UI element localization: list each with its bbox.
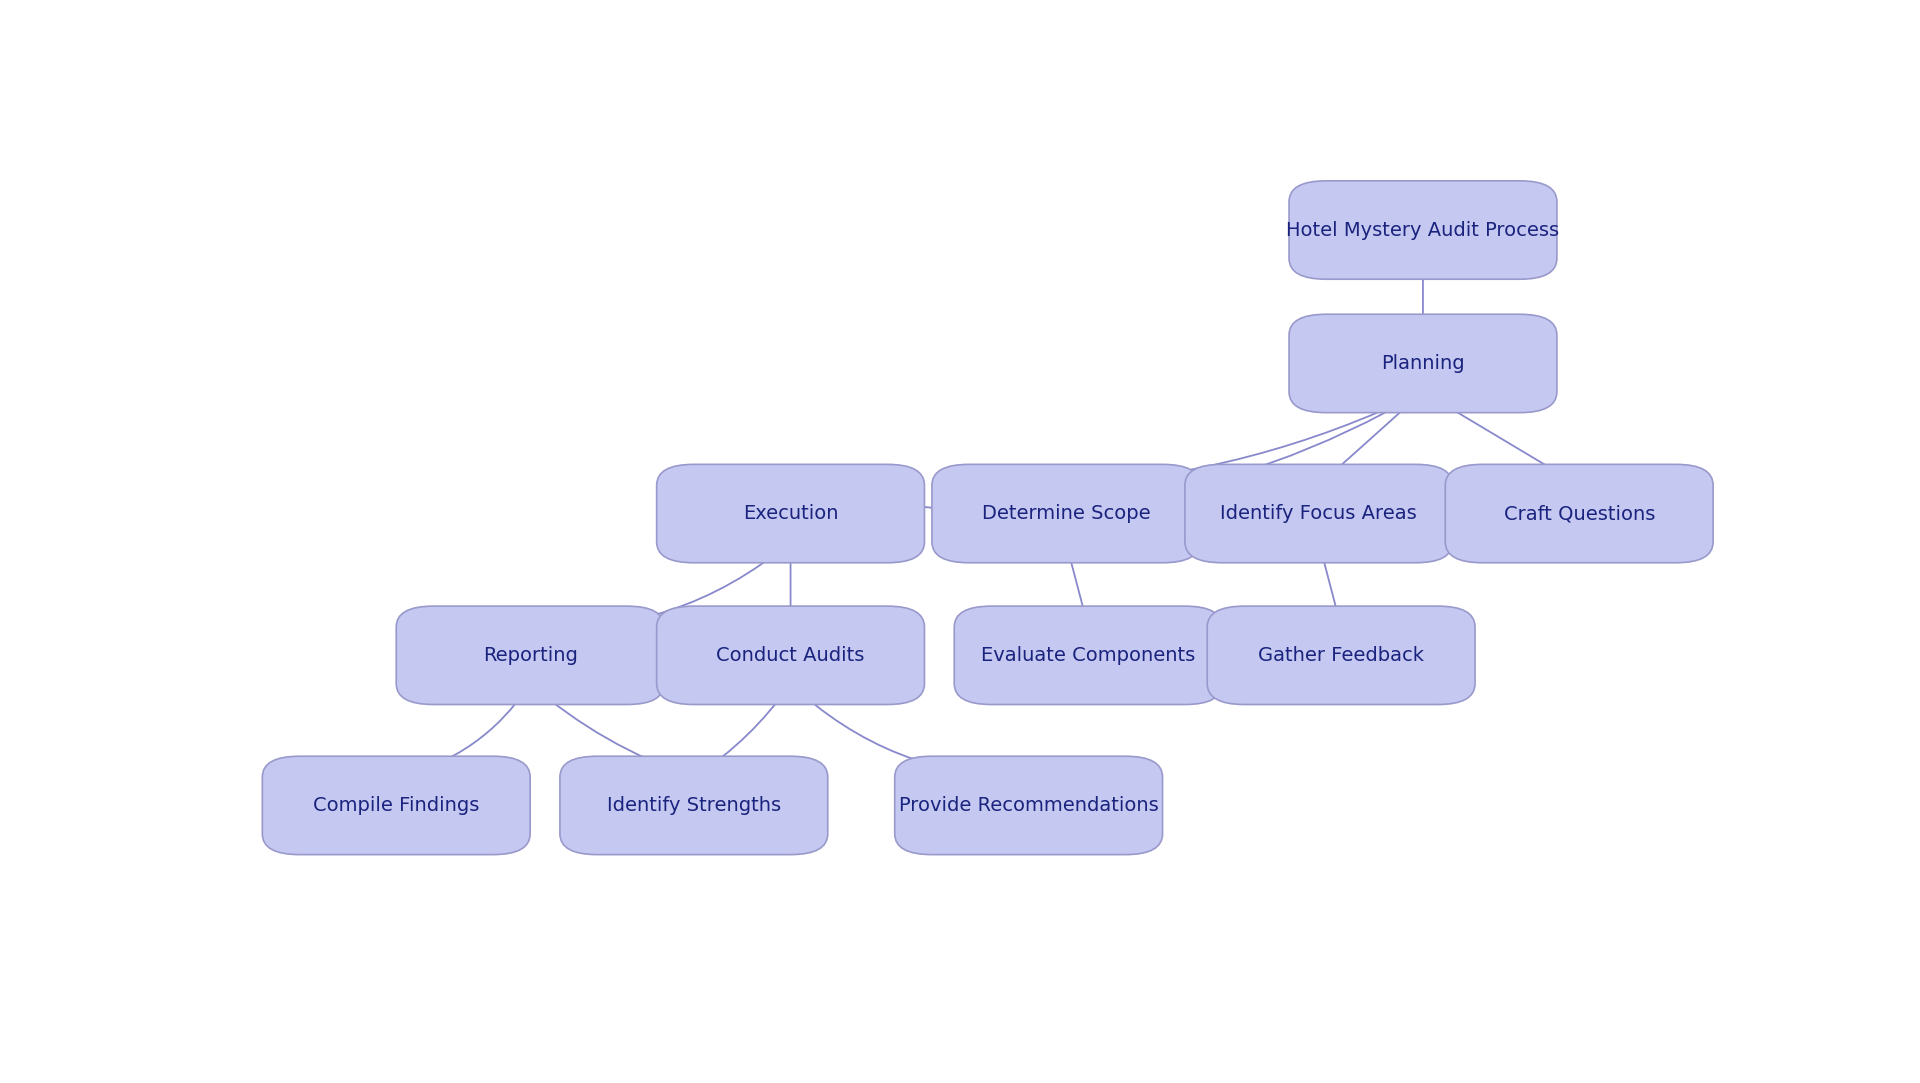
FancyBboxPatch shape <box>561 756 828 854</box>
FancyBboxPatch shape <box>1208 606 1475 705</box>
Text: Identify Strengths: Identify Strengths <box>607 796 781 814</box>
Text: Reporting: Reporting <box>482 645 578 665</box>
FancyBboxPatch shape <box>1288 181 1557 279</box>
FancyBboxPatch shape <box>657 606 924 705</box>
FancyBboxPatch shape <box>931 465 1200 563</box>
Text: Planning: Planning <box>1380 354 1465 373</box>
FancyBboxPatch shape <box>1185 465 1453 563</box>
Text: Provide Recommendations: Provide Recommendations <box>899 796 1158 814</box>
FancyBboxPatch shape <box>263 756 530 854</box>
FancyBboxPatch shape <box>1446 465 1713 563</box>
Text: Evaluate Components: Evaluate Components <box>981 645 1196 665</box>
Text: Gather Feedback: Gather Feedback <box>1258 645 1425 665</box>
Text: Craft Questions: Craft Questions <box>1503 504 1655 523</box>
FancyBboxPatch shape <box>396 606 664 705</box>
FancyBboxPatch shape <box>1288 314 1557 413</box>
Text: Compile Findings: Compile Findings <box>313 796 480 814</box>
Text: Hotel Mystery Audit Process: Hotel Mystery Audit Process <box>1286 221 1559 239</box>
FancyBboxPatch shape <box>954 606 1221 705</box>
Text: Determine Scope: Determine Scope <box>981 504 1150 523</box>
Text: Execution: Execution <box>743 504 839 523</box>
FancyBboxPatch shape <box>657 465 924 563</box>
Text: Conduct Audits: Conduct Audits <box>716 645 864 665</box>
FancyBboxPatch shape <box>895 756 1162 854</box>
Text: Identify Focus Areas: Identify Focus Areas <box>1221 504 1417 523</box>
